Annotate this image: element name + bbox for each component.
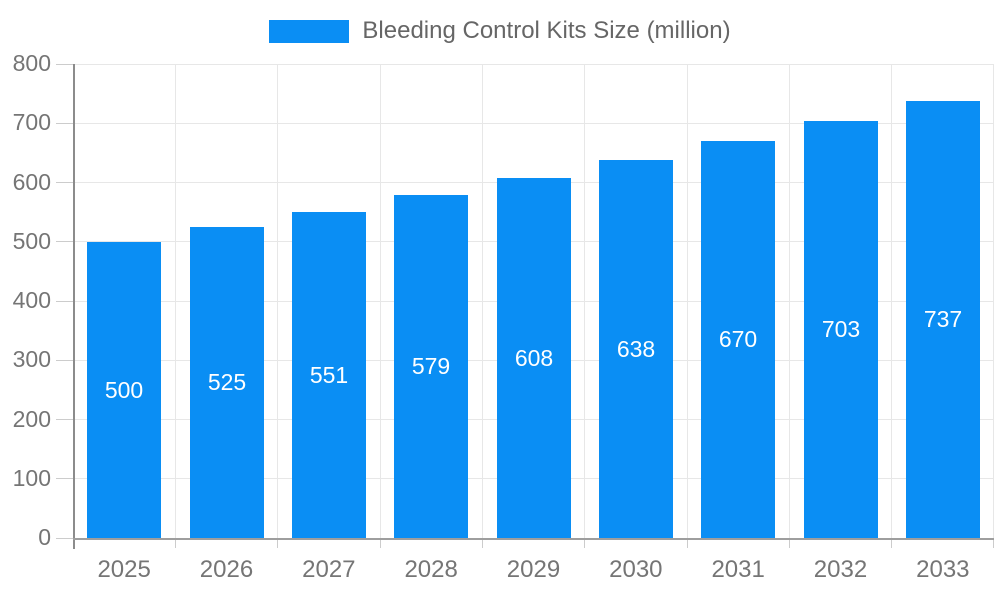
bar-2031[interactable]: 670 <box>701 141 775 538</box>
x-axis-tick <box>686 538 688 548</box>
gridline-vertical <box>174 64 176 538</box>
x-axis-tick <box>174 538 176 548</box>
x-axis-tick <box>891 538 893 548</box>
x-axis-tick <box>277 538 279 548</box>
plot-area: 0 100 200 300 400 500 600 700 800 500 2025 525 2026 5… <box>13 52 994 583</box>
bar-2029[interactable]: 608 <box>497 178 571 538</box>
x-axis-line <box>73 538 994 540</box>
y-axis-line <box>73 64 75 549</box>
bar-2025[interactable]: 500 <box>87 242 161 538</box>
gridline-vertical <box>277 64 279 538</box>
bar-value-label: 670 <box>718 326 758 352</box>
y-axis-tick <box>56 537 73 539</box>
legend: Bleeding Control Kits Size (million) <box>0 17 1000 45</box>
y-axis-tick-label: 300 <box>12 346 51 373</box>
bar-value-label: 638 <box>616 335 656 362</box>
x-axis-tick-label: 2028 <box>404 556 458 583</box>
bar-value-label: 500 <box>104 376 144 403</box>
legend-swatch-icon[interactable] <box>269 19 350 43</box>
gridline-vertical <box>788 64 790 538</box>
x-axis-tick-label: 2032 <box>813 556 868 583</box>
gridline-vertical <box>481 64 483 538</box>
y-axis-tick <box>56 241 73 243</box>
bar-value-label: 551 <box>309 361 349 388</box>
x-axis-tick <box>481 538 483 548</box>
y-axis-tick-label: 800 <box>12 50 51 77</box>
x-axis-tick <box>788 538 790 548</box>
gridline-vertical <box>686 64 688 538</box>
y-axis-tick <box>56 419 73 420</box>
y-axis-tick-label: 700 <box>12 109 51 136</box>
bar-2033[interactable]: 737 <box>906 101 980 538</box>
bar-2026[interactable]: 525 <box>190 227 264 538</box>
x-axis-tick-label: 2026 <box>199 556 254 583</box>
x-axis-tick-label: 2025 <box>97 556 151 583</box>
y-axis-tick-label: 400 <box>12 287 51 314</box>
y-axis-tick-label: 600 <box>12 168 51 195</box>
bar-2030[interactable]: 638 <box>599 160 673 538</box>
gridline-horizontal <box>73 122 994 124</box>
bar-2027[interactable]: 551 <box>292 212 366 538</box>
x-axis-tick-label: 2027 <box>302 556 356 583</box>
bar-value-label: 737 <box>923 306 963 332</box>
x-axis-tick-label: 2031 <box>711 556 765 583</box>
x-axis-tick <box>992 538 994 548</box>
gridline-vertical <box>992 64 994 538</box>
y-axis-tick <box>56 63 73 65</box>
gridline-vertical <box>891 64 893 538</box>
x-axis-tick-label: 2033 <box>916 556 970 583</box>
bar-value-label: 579 <box>411 353 451 379</box>
x-axis-tick <box>379 538 381 548</box>
bar-2028[interactable]: 579 <box>394 195 468 538</box>
y-axis-tick-label: 200 <box>12 405 51 432</box>
legend-label[interactable]: Bleeding Control Kits Size (million) <box>362 17 731 44</box>
y-axis-tick-label: 500 <box>12 227 51 254</box>
bar-2032[interactable]: 703 <box>804 121 878 538</box>
y-axis-tick <box>56 300 73 302</box>
gridline-vertical <box>379 64 381 538</box>
y-axis-tick-label: 0 <box>38 524 51 551</box>
y-axis-tick <box>56 478 73 480</box>
x-axis-tick-label: 2029 <box>506 556 561 583</box>
x-axis-tick-label: 2030 <box>609 556 663 583</box>
bar-value-label: 608 <box>514 344 554 371</box>
bar-value-label: 703 <box>821 316 861 342</box>
bar-value-label: 525 <box>207 369 247 395</box>
gridline-vertical <box>584 64 586 538</box>
y-axis-tick <box>56 359 73 361</box>
y-axis-tick <box>56 182 73 183</box>
y-axis-tick-label: 100 <box>12 464 51 491</box>
gridline-horizontal <box>73 63 994 65</box>
y-axis-tick <box>56 122 73 124</box>
x-axis-tick <box>584 538 586 548</box>
